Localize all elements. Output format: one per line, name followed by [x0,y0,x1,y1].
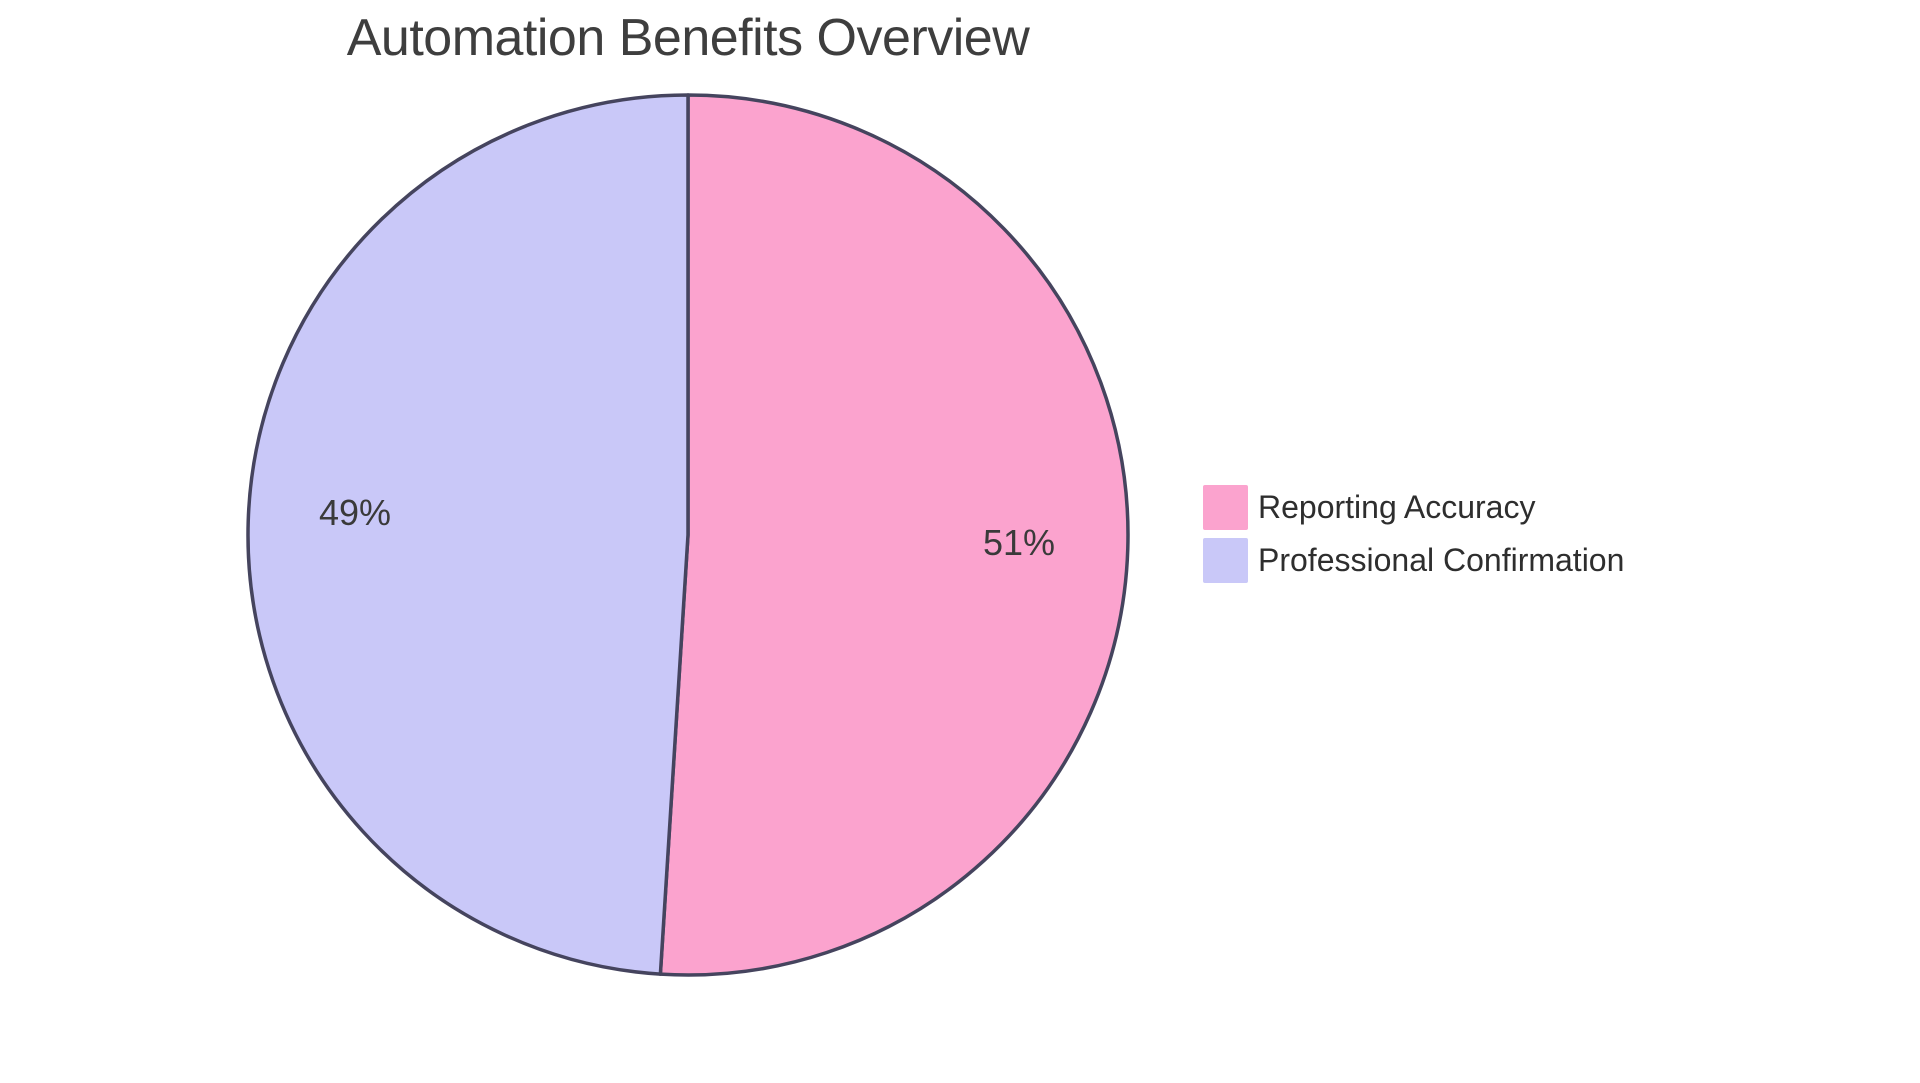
slice-percent-label-reporting-accuracy: 51% [982,522,1056,563]
chart-title: Automation Benefits Overview [346,9,1030,67]
pie-slice-reporting-accuracy[interactable] [658,93,1130,977]
legend-swatch-reporting-accuracy [1203,485,1248,530]
legend-item-reporting-accuracy[interactable]: Reporting Accuracy [1203,485,1624,530]
legend-item-professional-confirmation[interactable]: Professional Confirmation [1203,538,1624,583]
legend-label-reporting-accuracy: Reporting Accuracy [1258,489,1536,525]
pie-slice-professional-confirmation[interactable] [246,93,690,976]
slice-percent-label-professional-confirmation: 49% [318,492,392,533]
legend-label-professional-confirmation: Professional Confirmation [1258,542,1625,578]
legend-swatch-professional-confirmation [1203,538,1248,583]
legend: Reporting Accuracy Professional Confirma… [1203,485,1624,583]
